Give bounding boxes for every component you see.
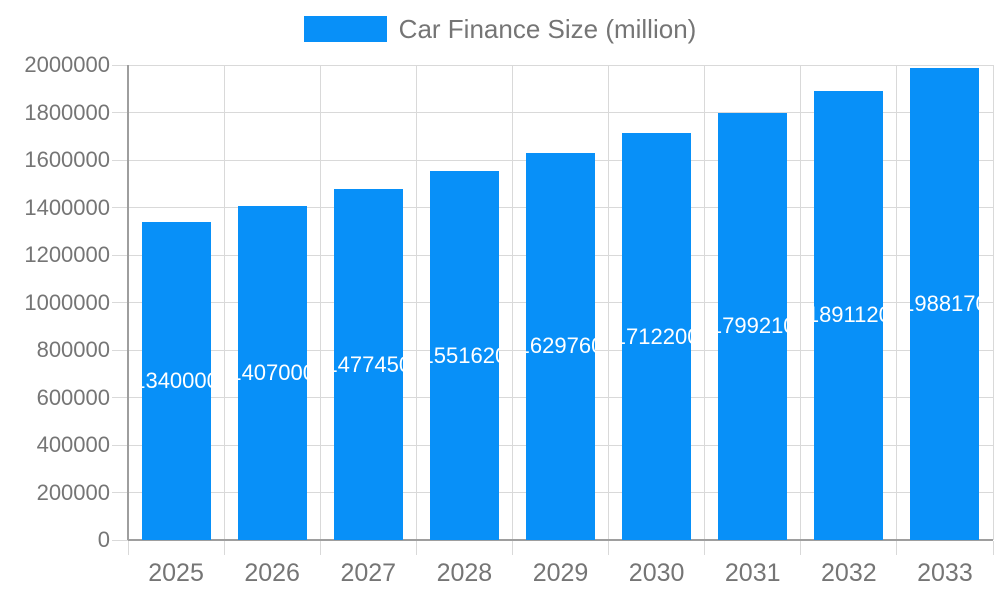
y-tick-label: 1800000: [24, 99, 110, 125]
bar-value-label: 1477450: [334, 351, 403, 377]
y-tick-label: 1600000: [24, 147, 110, 172]
x-axis-tick: [608, 541, 610, 555]
chart-legend-item[interactable]: Car Finance Size (million): [0, 14, 1000, 44]
v-gridline: [992, 65, 994, 540]
y-axis-tick: [112, 159, 128, 161]
bar-value-label: 1988170: [910, 290, 979, 316]
v-gridline: [223, 65, 225, 540]
y-tick-label: 400000: [36, 432, 110, 457]
bar[interactable]: 1407000: [237, 205, 307, 540]
x-axis-tick: [511, 541, 513, 555]
x-axis-tick: [896, 541, 898, 555]
y-tick-label: 600000: [36, 384, 110, 410]
y-axis-tick: [112, 112, 128, 113]
x-axis-tick: [127, 541, 129, 555]
v-gridline: [511, 65, 513, 540]
bar[interactable]: 1340000: [141, 221, 211, 540]
y-axis-tick: [112, 492, 128, 493]
x-tick-label: 2026: [244, 559, 300, 587]
x-tick-label: 2027: [340, 559, 397, 587]
y-tick-label: 1000000: [24, 289, 110, 315]
y-tick-label: 1200000: [24, 242, 110, 267]
x-axis-line: [128, 539, 993, 541]
bar-value-label: 1629760: [526, 333, 595, 359]
x-tick-label: 2032: [821, 559, 877, 587]
x-axis-tick: [415, 541, 417, 555]
x-tick-label: 2025: [148, 559, 204, 587]
y-tick-label: 0: [97, 527, 110, 552]
x-axis-tick: [223, 541, 225, 555]
v-gridline: [608, 65, 610, 540]
h-gridline: [128, 112, 993, 113]
v-gridline: [800, 65, 802, 540]
v-gridline: [896, 65, 898, 540]
y-tick-label: 800000: [36, 337, 110, 362]
y-tick-label: 200000: [36, 479, 110, 505]
bar-value-label: 1340000: [142, 367, 211, 393]
h-gridline: [128, 64, 993, 66]
y-tick-label: 2000000: [24, 52, 110, 77]
bar[interactable]: 1629760: [526, 152, 595, 540]
x-tick-label: 2029: [532, 559, 589, 587]
v-gridline: [319, 65, 321, 540]
y-axis-tick: [112, 207, 128, 208]
x-tick-label: 2030: [628, 559, 685, 587]
bar-value-label: 1407000: [238, 359, 307, 385]
y-axis-tick: [112, 444, 128, 446]
bar[interactable]: 1477450: [333, 189, 403, 540]
bar[interactable]: 1712200: [622, 133, 692, 540]
y-axis-tick: [112, 397, 128, 398]
y-axis-tick: [112, 302, 128, 303]
v-gridline: [415, 65, 417, 540]
y-axis-tick: [112, 254, 128, 256]
x-axis-tick: [992, 541, 994, 555]
x-axis-tick: [319, 541, 321, 555]
bar[interactable]: 1891120: [814, 90, 884, 540]
bar[interactable]: 1551620: [429, 171, 499, 540]
legend-label: Car Finance Size (million): [398, 14, 697, 44]
y-axis-tick: [112, 349, 128, 351]
x-axis-tick: [704, 541, 706, 555]
bar[interactable]: 1988170: [910, 67, 980, 540]
y-axis-tick: [112, 539, 128, 541]
legend-swatch-icon: [303, 16, 387, 42]
v-gridline: [704, 65, 706, 540]
x-tick-label: 2031: [724, 559, 781, 587]
y-axis-tick: [112, 64, 128, 66]
bar[interactable]: 1799210: [718, 112, 788, 540]
x-axis-tick: [800, 541, 802, 555]
bar-value-label: 1551620: [430, 342, 499, 368]
y-tick-label: 1400000: [24, 194, 110, 220]
bar-value-label: 1712200: [622, 323, 691, 349]
x-tick-label: 2028: [436, 559, 493, 587]
bar-value-label: 1891120: [814, 302, 883, 328]
bar-value-label: 1799210: [718, 313, 787, 339]
y-axis-line: [127, 65, 129, 540]
x-tick-label: 2033: [917, 559, 973, 587]
